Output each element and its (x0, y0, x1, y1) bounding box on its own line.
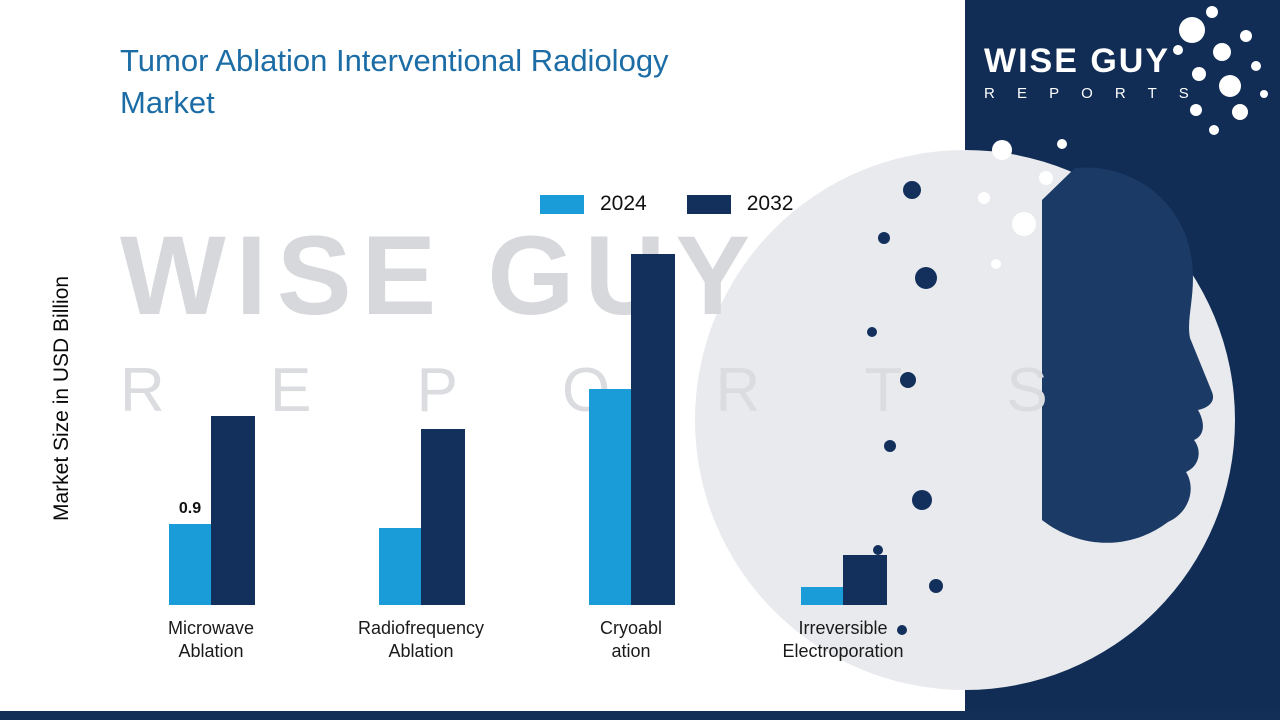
bar-2032-microwave-ablation (211, 416, 255, 605)
category-label-cryoablation: Cryoabl ation (599, 618, 663, 662)
page-title: Tumor Ablation Interventional Radiology … (120, 43, 669, 120)
category-label-radiofrequency-ablation: Radiofrequency Ablation (357, 618, 485, 662)
logo: WISE GUY R E P O R T S (984, 44, 1198, 101)
bottom-bar-decoration (0, 711, 1280, 720)
bar-2032-irreversible-electroporation (843, 555, 887, 605)
legend-swatch-2032 (686, 194, 731, 214)
bar-2032-radiofrequency-ablation (421, 429, 465, 605)
legend-item-2032: 2032 (686, 192, 794, 216)
logo-wordmark: WISE GUY (984, 42, 1171, 80)
logo-reports-text: R E P O R T S (984, 85, 1198, 102)
legend-swatch-2024 (540, 194, 584, 214)
bar-2024-cryoablation (589, 389, 631, 605)
bar-2024-irreversible-electroporation (801, 587, 843, 605)
bar-2024-microwave-ablation (169, 524, 211, 605)
legend-label: 2032 (746, 192, 794, 215)
bar-2032-cryoablation (631, 254, 675, 605)
category-label-irreversible-electroporation: Irreversible Electroporation (782, 618, 904, 662)
category-label-microwave-ablation: Microwave Ablation (167, 618, 255, 662)
legend: 2024 2032 (540, 192, 793, 216)
legend-item-2024: 2024 (540, 192, 647, 216)
bar-value-label: 0.9 (178, 500, 202, 517)
legend-label: 2024 (600, 192, 647, 215)
bar-2024-radiofrequency-ablation (379, 528, 421, 605)
face-profile-decoration (1042, 167, 1214, 543)
watermark-line2: R E P O R T S (120, 356, 1092, 425)
